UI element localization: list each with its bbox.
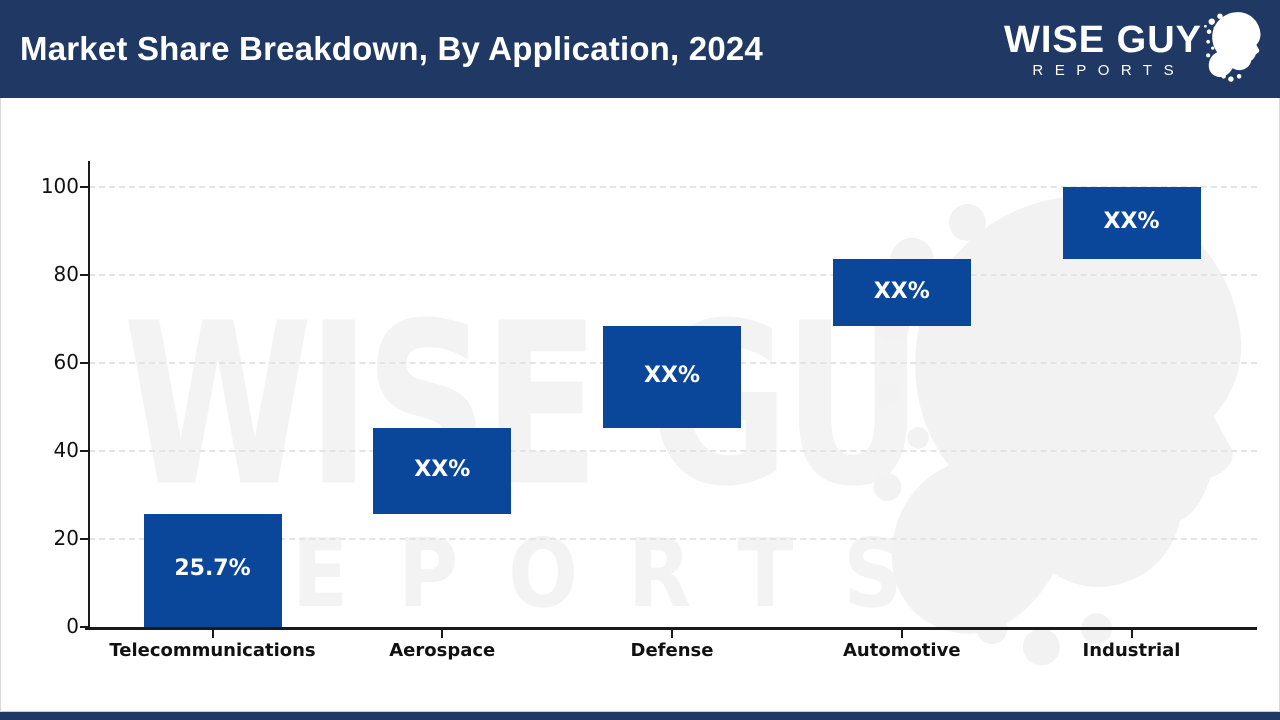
wiseguy-face-icon [1204, 12, 1261, 82]
logo-subtext: REPORTS [1032, 61, 1186, 79]
y-tick-label-80: 80 [53, 262, 79, 286]
y-axis-line [88, 161, 90, 630]
x-tick-aerospace [441, 630, 444, 638]
gridline-20 [89, 538, 1257, 540]
bar-defense [603, 326, 741, 429]
bar-value-label: XX% [644, 363, 700, 389]
y-tick-100 [80, 186, 89, 188]
y-tick-label-40: 40 [53, 438, 79, 462]
header: Market Share Breakdown, By Application, … [0, 0, 1280, 98]
x-tick-defense [671, 630, 673, 638]
chart-area: WISE GUY REPORTS 0 20 40 60 80 100 25.7% Teleco… [0, 98, 1280, 712]
x-category-label: Telecommunications [109, 640, 316, 661]
y-tick-label-20: 20 [53, 526, 79, 550]
x-axis-line [85, 627, 1257, 630]
y-tick-label-100: 100 [40, 174, 79, 198]
gridline-40 [89, 450, 1257, 452]
bar-aerospace [373, 428, 512, 514]
gridline-100 [89, 186, 1257, 188]
x-tick-telecommunications [211, 630, 214, 638]
x-category-label: Defense [630, 640, 714, 661]
y-tick-0 [80, 626, 89, 628]
footer-bar [0, 712, 1280, 720]
brand-logo: WISE GUY REPORTS [1004, 8, 1266, 90]
y-tick-60 [80, 362, 89, 364]
bar-value-label: XX% [414, 457, 471, 483]
chart-title: Market Share Breakdown, By Application, … [20, 30, 763, 67]
bar-industrial [1062, 187, 1201, 260]
y-tick-label-60: 60 [53, 350, 79, 374]
bar-automotive [832, 259, 971, 327]
x-category-label: Industrial [1082, 640, 1181, 661]
y-tick-label-0: 0 [66, 614, 79, 638]
x-tick-automotive [900, 630, 903, 638]
bar-telecommunications [143, 513, 282, 627]
bar-value-label: 25.7% [174, 556, 251, 582]
x-category-label: Aerospace [389, 640, 496, 661]
y-tick-40 [80, 450, 89, 452]
gridline-80 [89, 274, 1257, 276]
y-tick-20 [80, 538, 89, 540]
y-tick-80 [80, 274, 89, 276]
logo-wordmark: WISE GUY [1003, 18, 1202, 61]
bar-value-label: XX% [1103, 209, 1160, 235]
bar-value-label: XX% [873, 278, 930, 304]
logo-text: WISE GUY REPORTS [1004, 21, 1202, 78]
x-category-label: Automotive [842, 640, 961, 661]
x-tick-industrial [1130, 630, 1133, 638]
watermark-subtext: REPORTS [179, 519, 953, 630]
